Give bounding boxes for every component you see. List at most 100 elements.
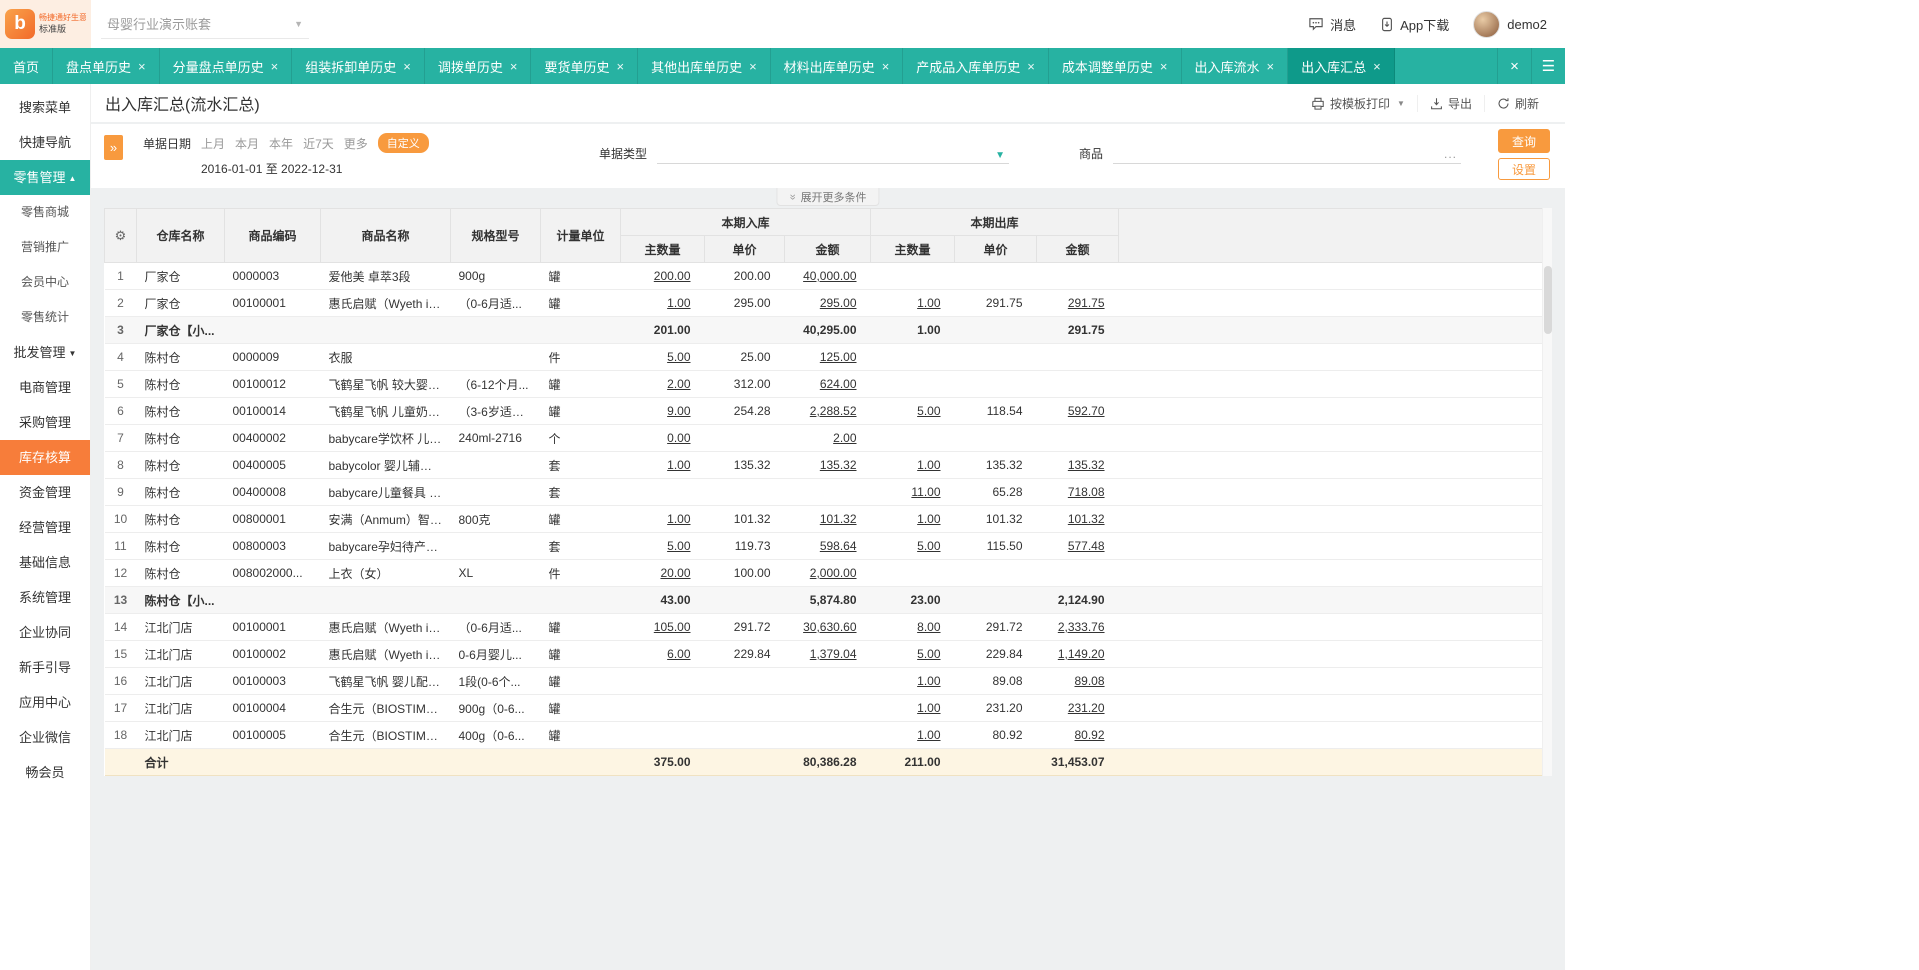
sidebar-item[interactable]: 零售商城 <box>0 195 90 230</box>
custom-range-badge[interactable]: 自定义 <box>377 133 429 153</box>
sidebar-item[interactable]: 畅会员 <box>0 755 90 790</box>
scrollbar-thumb[interactable] <box>1544 266 1552 334</box>
column-in-amount[interactable]: 金额 <box>783 235 872 263</box>
cell-in-amount[interactable]: 598.64 <box>784 532 871 560</box>
tab[interactable]: 首页 <box>0 48 54 84</box>
tab[interactable]: 材料出库单历史 × <box>771 48 904 84</box>
cell-in-qty[interactable]: 1.00 <box>620 451 705 479</box>
cell-in-qty[interactable]: 20.00 <box>620 559 705 587</box>
cell-out-qty[interactable]: 1.00 <box>870 694 955 722</box>
settings-button[interactable]: 设置 <box>1498 158 1550 180</box>
cell-in-amount[interactable]: 624.00 <box>784 370 871 398</box>
column-spec[interactable]: 规格型号 <box>450 208 541 263</box>
tab[interactable]: 分量盘点单历史 × <box>160 48 293 84</box>
expand-more-conditions[interactable]: » 展开更多条件 <box>776 188 880 206</box>
cell-out-amount[interactable]: 89.08 <box>1036 667 1119 695</box>
tab[interactable]: 组装拆卸单历史 × <box>292 48 425 84</box>
sidebar-item[interactable]: 基础信息 <box>0 545 90 580</box>
cell-in-qty[interactable]: 5.00 <box>620 343 705 371</box>
cell-out-amount[interactable]: 80.92 <box>1036 721 1119 749</box>
table-row[interactable]: 10 陈村仓 00800001 安满（Anmum）智孕... 800克罐 1.00 101.… <box>104 505 1552 533</box>
tab-close-icon[interactable]: × <box>138 58 146 74</box>
tab[interactable]: 调拨单历史 × <box>425 48 532 84</box>
tab[interactable]: 成本调整单历史 × <box>1049 48 1182 84</box>
sidebar-item[interactable]: 企业协同 <box>0 615 90 650</box>
tab-close-icon[interactable]: × <box>509 58 518 74</box>
table-row[interactable]: 7 陈村仓 00400002 babycare学饮杯 儿童... 240ml-2716 个… <box>104 424 1552 452</box>
subtotal-row[interactable]: 13 陈村仓【小... 43.00 5,874.80 23.00 2,124.90 <box>104 586 1552 614</box>
cell-in-amount[interactable]: 2,288.52 <box>784 397 871 425</box>
cell-in-qty[interactable]: 9.00 <box>620 397 705 425</box>
cell-in-amount[interactable]: 135.32 <box>784 451 871 479</box>
cell-in-amount[interactable]: 2.00 <box>784 424 871 452</box>
cell-out-amount[interactable]: 718.08 <box>1036 478 1119 506</box>
column-out-amount[interactable]: 金额 <box>1036 235 1120 263</box>
cell-out-qty[interactable]: 5.00 <box>870 532 955 560</box>
cell-out-qty[interactable]: 1.00 <box>870 721 955 749</box>
cell-out-qty[interactable]: 5.00 <box>870 397 955 425</box>
column-in-price[interactable]: 单价 <box>704 235 785 263</box>
column-warehouse[interactable]: 仓库名称 <box>136 208 225 263</box>
cell-out-amount[interactable]: 592.70 <box>1036 397 1119 425</box>
column-in-qty[interactable]: 主数量 <box>620 235 705 263</box>
query-button[interactable]: 查询 <box>1498 129 1550 153</box>
sidebar-item[interactable]: 快捷导航 <box>0 125 90 160</box>
date-range-value[interactable]: 2016-01-01 至 2022-12-31 <box>201 162 343 176</box>
cell-out-qty[interactable]: 1.00 <box>870 667 955 695</box>
sidebar-item[interactable]: 搜索菜单 <box>0 90 90 125</box>
column-settings-gear-icon[interactable]: ⚙ <box>104 208 137 263</box>
column-out-price[interactable]: 单价 <box>954 235 1038 263</box>
tab-close-icon[interactable]: × <box>1373 58 1381 74</box>
vertical-scrollbar[interactable] <box>1542 208 1552 776</box>
cell-in-qty[interactable]: 6.00 <box>620 640 705 668</box>
sidebar-item[interactable]: 零售统计 <box>0 300 90 335</box>
table-row[interactable]: 15 江北门店 00100002 惠氏启赋（Wyeth illu... 0-6月婴儿..… <box>104 640 1552 668</box>
table-row[interactable]: 14 江北门店 00100001 惠氏启赋（Wyeth illu... （0-6月适..… <box>104 613 1552 641</box>
tab-close-icon[interactable]: × <box>1027 58 1035 74</box>
tab-close-icon[interactable]: × <box>1159 58 1168 74</box>
app-download-button[interactable]: App下载 <box>1380 15 1449 34</box>
table-row[interactable]: 4 陈村仓 0000009 衣服 件 5.00 25.00 125.00 <box>104 343 1552 371</box>
quick-range-this-month[interactable]: 本月 <box>235 136 260 151</box>
cell-out-amount[interactable]: 231.20 <box>1036 694 1119 722</box>
column-product-code[interactable]: 商品编码 <box>224 208 321 263</box>
table-row[interactable]: 5 陈村仓 00100012 飞鹤星飞帆 较大婴儿配... （6-12个月... 罐 2.0… <box>104 370 1552 398</box>
cell-out-qty[interactable]: 1.00 <box>870 289 955 317</box>
cell-in-amount[interactable]: 2,000.00 <box>784 559 871 587</box>
table-row[interactable]: 6 陈村仓 00100014 飞鹤星飞帆 儿童奶粉 4... （3-6岁适用)... 罐 9… <box>104 397 1552 425</box>
sidebar-item[interactable]: 资金管理 <box>0 475 90 510</box>
tab[interactable]: 产成品入库单历史 × <box>903 48 1049 84</box>
refresh-button[interactable]: 刷新 <box>1483 94 1551 112</box>
sidebar-item[interactable]: 营销推广 <box>0 230 90 265</box>
sidebar-item[interactable]: 企业微信 <box>0 720 90 755</box>
sidebar-item[interactable]: 系统管理 <box>0 580 90 615</box>
cell-out-qty[interactable]: 1.00 <box>870 505 955 533</box>
sidebar-item[interactable]: 采购管理 <box>0 405 90 440</box>
tab-menu-icon[interactable]: ☰ <box>1531 48 1565 84</box>
cell-out-amount[interactable]: 101.32 <box>1036 505 1119 533</box>
table-row[interactable]: 17 江北门店 00100004 合生元（BIOSTIME）... 900g（0-6..… <box>104 694 1552 722</box>
cell-out-amount[interactable]: 135.32 <box>1036 451 1119 479</box>
user-avatar[interactable] <box>1473 10 1501 38</box>
tab-close-icon[interactable]: × <box>403 58 411 74</box>
cell-out-qty[interactable]: 5.00 <box>870 640 955 668</box>
tab[interactable]: 其他出库单历史 × <box>638 48 771 84</box>
cell-out-amount[interactable]: 291.75 <box>1036 289 1119 317</box>
table-row[interactable]: 11 陈村仓 00800003 babycare孕妇待产包 ... 套 5.00 119.7… <box>104 532 1552 560</box>
cell-in-qty[interactable]: 0.00 <box>620 424 705 452</box>
cell-in-qty[interactable]: 1.00 <box>620 505 705 533</box>
ellipsis-more-icon[interactable]: ... <box>1444 147 1458 161</box>
table-row[interactable]: 8 陈村仓 00400005 babycolor 婴儿辅食机... 套 1.00 135.3… <box>104 451 1552 479</box>
sidebar-item[interactable]: 新手引导 <box>0 650 90 685</box>
cell-out-amount[interactable]: 2,333.76 <box>1036 613 1119 641</box>
sidebar-item[interactable]: 零售管理 ▲ <box>0 160 90 195</box>
column-unit[interactable]: 计量单位 <box>540 208 621 263</box>
cell-in-qty[interactable]: 200.00 <box>620 262 705 290</box>
tab-close-icon[interactable]: × <box>881 58 890 74</box>
table-row[interactable]: 16 江北门店 00100003 飞鹤星飞帆 婴儿配方奶... 1段(0-6个... 罐 1… <box>104 667 1552 695</box>
cell-in-qty[interactable]: 5.00 <box>620 532 705 560</box>
table-row[interactable]: 1 厂家仓 0000003 爱他美 卓萃3段 900g 罐 200.00 200.00 40,0… <box>104 262 1552 290</box>
cell-out-amount[interactable]: 1,149.20 <box>1036 640 1119 668</box>
cell-in-amount[interactable]: 295.00 <box>784 289 871 317</box>
tab-close-icon[interactable]: × <box>616 58 625 74</box>
